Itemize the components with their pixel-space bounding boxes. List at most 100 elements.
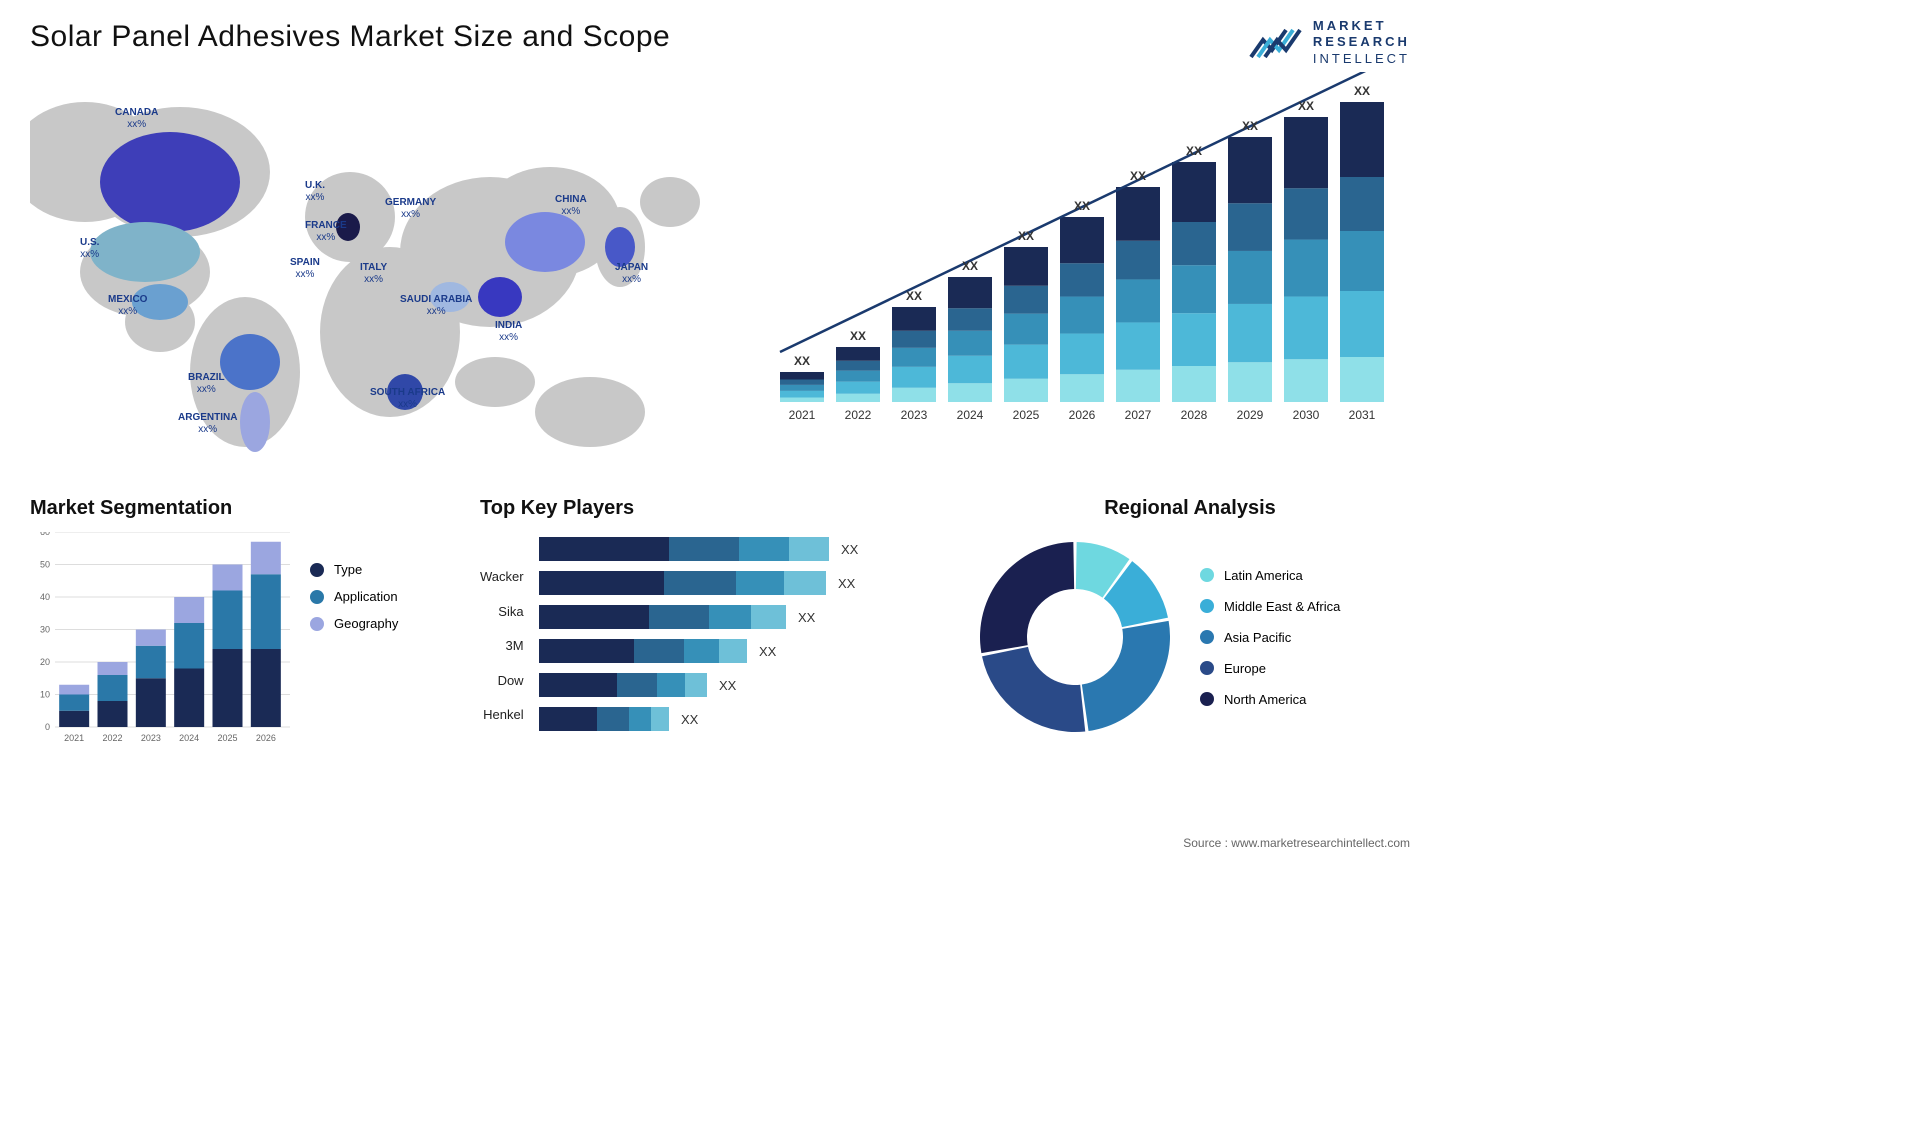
map-country-label: SOUTH AFRICAxx% xyxy=(370,387,445,410)
map-country-label: SPAINxx% xyxy=(290,257,320,280)
forecast-bar-label: XX xyxy=(906,289,922,303)
svg-text:XX: XX xyxy=(798,610,816,625)
forecast-bar-label: XX xyxy=(1130,169,1146,183)
legend-label: Middle East & Africa xyxy=(1224,599,1340,614)
world-map: CANADAxx% U.S.xx% MEXICOxx% BRAZILxx% ARGENT… xyxy=(30,72,730,472)
players-chart: XX XX XX XX XX XX xyxy=(539,532,899,742)
svg-text:2023: 2023 xyxy=(141,733,161,743)
legend-label: Asia Pacific xyxy=(1224,630,1291,645)
svg-text:0: 0 xyxy=(45,722,50,732)
forecast-year-label: 2022 xyxy=(845,408,872,422)
forecast-bar-label: XX xyxy=(1018,229,1034,243)
forecast-chart: XX XX XX XX XX XX XX XX XX XX XX 2021 2022 2023 2024 2… xyxy=(760,72,1410,472)
segmentation-chart: 0102030405060202120222023202420252026 xyxy=(30,532,290,762)
legend-swatch xyxy=(1200,630,1214,644)
svg-text:40: 40 xyxy=(40,592,50,602)
forecast-year-label: 2026 xyxy=(1069,408,1096,422)
legend-label: Application xyxy=(334,589,398,604)
map-country-label: CANADAxx% xyxy=(115,107,158,130)
legend-item: Latin America xyxy=(1200,568,1340,583)
forecast-bar-label: XX xyxy=(1186,144,1202,158)
svg-text:10: 10 xyxy=(40,690,50,700)
map-country-label: ARGENTINAxx% xyxy=(178,412,237,435)
forecast-year-label: 2027 xyxy=(1125,408,1152,422)
map-country-label: BRAZILxx% xyxy=(188,372,225,395)
forecast-year-label: 2025 xyxy=(1013,408,1040,422)
map-country-label: JAPANxx% xyxy=(615,262,648,285)
legend-label: Europe xyxy=(1224,661,1266,676)
forecast-year-label: 2029 xyxy=(1237,408,1264,422)
svg-text:2025: 2025 xyxy=(217,733,237,743)
page-title: Solar Panel Adhesives Market Size and Sc… xyxy=(30,20,1410,54)
forecast-year-label: 2031 xyxy=(1349,408,1376,422)
regional-legend: Latin America Middle East & Africa Asia Pa… xyxy=(1200,568,1340,707)
segmentation-legend: Type Application Geography xyxy=(310,562,398,631)
legend-label: Latin America xyxy=(1224,568,1303,583)
legend-swatch xyxy=(1200,568,1214,582)
svg-text:XX: XX xyxy=(841,542,859,557)
segmentation-section: Market Segmentation 01020304050602021202… xyxy=(30,497,450,762)
legend-item: Asia Pacific xyxy=(1200,630,1340,645)
legend-item: North America xyxy=(1200,692,1340,707)
regional-section: Regional Analysis Latin America Middle Ea… xyxy=(970,497,1410,762)
map-country-label: FRANCExx% xyxy=(305,220,347,243)
source-attribution: Source : www.marketresearchintellect.com xyxy=(1183,836,1410,850)
segmentation-title: Market Segmentation xyxy=(30,497,450,520)
players-title: Top Key Players xyxy=(480,497,940,520)
legend-item: Application xyxy=(310,589,398,604)
forecast-bar-label: XX xyxy=(1354,84,1370,98)
svg-text:60: 60 xyxy=(40,532,50,537)
svg-text:2022: 2022 xyxy=(102,733,122,743)
player-name: 3M xyxy=(480,638,524,653)
svg-text:XX: XX xyxy=(681,712,699,727)
forecast-svg xyxy=(760,72,1400,432)
forecast-year-label: 2023 xyxy=(901,408,928,422)
forecast-year-label: 2030 xyxy=(1293,408,1320,422)
svg-text:XX: XX xyxy=(759,644,777,659)
legend-item: Type xyxy=(310,562,398,577)
map-country-label: ITALYxx% xyxy=(360,262,387,285)
forecast-year-label: 2028 xyxy=(1181,408,1208,422)
regional-donut xyxy=(970,532,1180,742)
brand-logo: MARKET RESEARCH INTELLECT xyxy=(1248,18,1410,67)
player-name: Henkel xyxy=(480,707,524,722)
forecast-bar-label: XX xyxy=(850,329,866,343)
forecast-year-label: 2024 xyxy=(957,408,984,422)
legend-label: Type xyxy=(334,562,362,577)
legend-item: Middle East & Africa xyxy=(1200,599,1340,614)
svg-text:2021: 2021 xyxy=(64,733,84,743)
player-name: Dow xyxy=(480,673,524,688)
legend-swatch xyxy=(310,563,324,577)
svg-text:2024: 2024 xyxy=(179,733,199,743)
svg-text:20: 20 xyxy=(40,657,50,667)
map-country-label: SAUDI ARABIAxx% xyxy=(400,294,472,317)
svg-text:2026: 2026 xyxy=(256,733,276,743)
svg-text:50: 50 xyxy=(40,560,50,570)
regional-title: Regional Analysis xyxy=(970,497,1410,520)
legend-swatch xyxy=(310,590,324,604)
legend-label: North America xyxy=(1224,692,1306,707)
map-country-label: U.K.xx% xyxy=(305,180,325,203)
players-labels: WackerSika3MDowHenkel xyxy=(480,532,524,732)
logo-icon xyxy=(1248,22,1303,62)
forecast-bar-label: XX xyxy=(794,354,810,368)
map-country-label: MEXICOxx% xyxy=(108,294,147,317)
forecast-year-label: 2021 xyxy=(789,408,816,422)
legend-swatch xyxy=(1200,661,1214,675)
forecast-bar-label: XX xyxy=(1298,99,1314,113)
forecast-bar-label: XX xyxy=(1242,119,1258,133)
player-name: Wacker xyxy=(480,569,524,584)
svg-text:XX: XX xyxy=(838,576,856,591)
legend-label: Geography xyxy=(334,616,398,631)
map-country-label: GERMANYxx% xyxy=(385,197,436,220)
map-country-label: CHINAxx% xyxy=(555,194,587,217)
forecast-bar-label: XX xyxy=(962,259,978,273)
legend-swatch xyxy=(1200,692,1214,706)
legend-swatch xyxy=(310,617,324,631)
forecast-bar-label: XX xyxy=(1074,199,1090,213)
map-country-label: U.S.xx% xyxy=(80,237,99,260)
legend-swatch xyxy=(1200,599,1214,613)
map-country-label: INDIAxx% xyxy=(495,320,522,343)
logo-text: MARKET RESEARCH INTELLECT xyxy=(1313,18,1410,67)
svg-text:XX: XX xyxy=(719,678,737,693)
